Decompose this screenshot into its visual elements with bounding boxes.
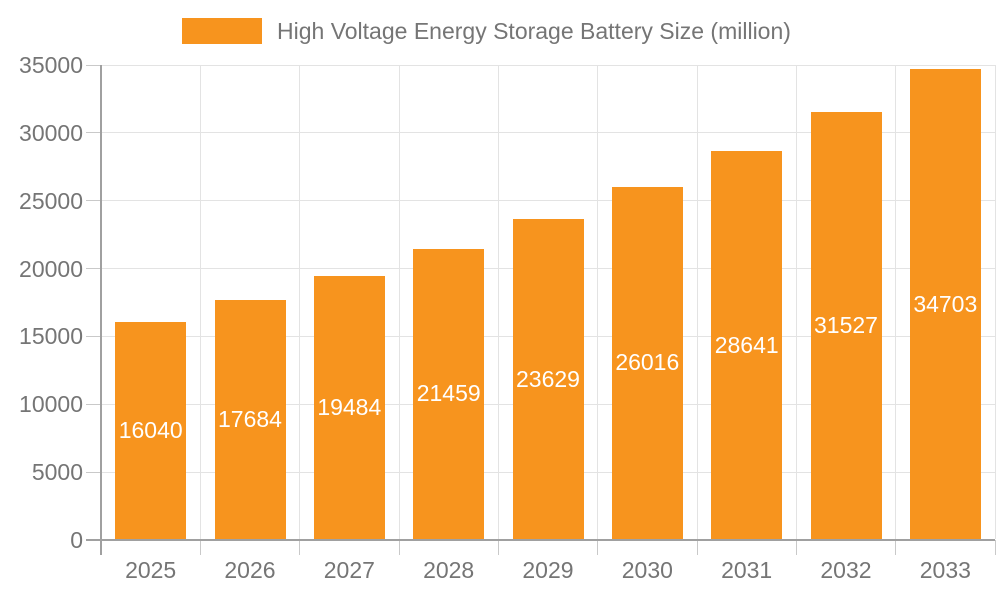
bar-value-label: 26016 <box>615 349 680 376</box>
bar-value-label: 34703 <box>913 290 978 317</box>
x-tick-label: 2025 <box>125 557 177 583</box>
chart-legend[interactable]: High Voltage Energy Storage Battery Size… <box>182 18 791 44</box>
bar[interactable] <box>413 248 485 539</box>
bar[interactable] <box>611 186 683 539</box>
y-gridline <box>101 200 995 202</box>
bar[interactable] <box>909 69 981 539</box>
y-tick-label: 35000 <box>19 52 83 78</box>
bar[interactable] <box>711 151 783 539</box>
y-tick-label: 10000 <box>19 391 83 418</box>
x-tick <box>696 540 698 555</box>
x-tick-label: 2026 <box>224 557 276 583</box>
x-gridline <box>199 65 201 539</box>
x-tick-label: 2031 <box>721 557 773 583</box>
bar[interactable] <box>512 219 584 539</box>
y-tick-label: 0 <box>70 527 83 553</box>
y-gridline <box>101 132 995 134</box>
bar-value-label: 31527 <box>814 312 878 339</box>
bar-value-label: 23629 <box>516 365 580 392</box>
x-gridline <box>696 65 698 539</box>
x-tick <box>497 540 499 555</box>
y-tick <box>86 132 101 134</box>
x-gridline <box>597 65 599 539</box>
legend-swatch[interactable] <box>182 18 262 44</box>
y-tick-label: 15000 <box>19 323 83 350</box>
y-tick <box>86 268 101 270</box>
x-tick <box>398 540 400 555</box>
x-gridline <box>895 65 897 539</box>
x-tick-label: 2027 <box>323 557 375 583</box>
x-gridline <box>994 65 996 539</box>
x-tick <box>795 540 797 555</box>
x-axis-line <box>86 539 995 541</box>
y-gridline <box>101 64 995 66</box>
bar-value-label: 19484 <box>317 393 382 420</box>
x-tick-label: 2030 <box>621 557 673 583</box>
bar-value-label: 21459 <box>416 380 481 407</box>
x-tick-label: 2032 <box>820 557 872 583</box>
bar-value-label: 28641 <box>714 331 779 358</box>
x-gridline <box>497 65 499 539</box>
bar-value-label: 16040 <box>118 417 183 444</box>
y-axis-line <box>100 65 102 555</box>
x-gridline <box>398 65 400 539</box>
x-tick <box>994 540 996 555</box>
y-tick <box>86 335 101 337</box>
x-tick <box>597 540 599 555</box>
bar-value-label: 17684 <box>218 406 282 432</box>
y-tick-label: 30000 <box>19 119 83 146</box>
bar[interactable] <box>214 300 286 539</box>
x-tick-label: 2028 <box>423 557 475 583</box>
y-tick-label: 5000 <box>31 459 83 486</box>
x-tick <box>299 540 301 555</box>
bar[interactable] <box>810 112 882 539</box>
y-tick-label: 20000 <box>19 255 83 282</box>
x-tick <box>199 540 201 555</box>
x-tick <box>895 540 897 555</box>
bar[interactable] <box>115 322 187 539</box>
y-tick <box>86 64 101 66</box>
x-tick-label: 2033 <box>919 557 971 583</box>
y-tick-label: 25000 <box>19 187 83 214</box>
bar[interactable] <box>313 275 385 539</box>
y-tick <box>86 471 101 473</box>
y-tick <box>86 200 101 202</box>
y-tick <box>86 403 101 405</box>
x-gridline <box>795 65 797 539</box>
legend-label[interactable]: High Voltage Energy Storage Battery Size… <box>277 18 791 44</box>
x-gridline <box>299 65 301 539</box>
x-tick-label: 2029 <box>522 557 574 583</box>
